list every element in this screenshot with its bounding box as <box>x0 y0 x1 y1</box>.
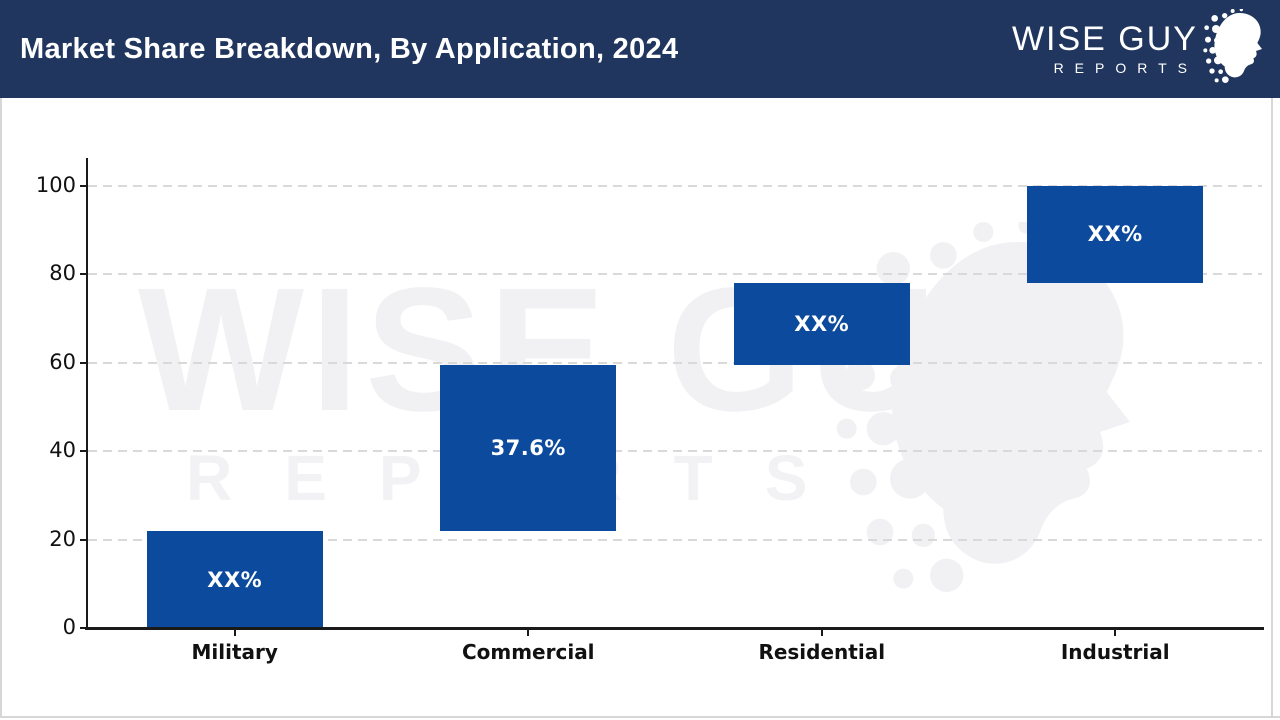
x-tick-mark-military <box>233 628 236 636</box>
bar-value-label-commercial: 37.6% <box>490 436 566 461</box>
header: Market Share Breakdown, By Application, … <box>0 0 1280 98</box>
bar-value-label-military: XX% <box>207 567 263 592</box>
gridline-80 <box>88 273 1262 276</box>
y-tick-label-20: 20 <box>49 526 76 551</box>
y-tick-mark-100 <box>80 185 88 187</box>
wise-guy-reports-logo: WISE GUY REPORTS <box>1012 9 1270 89</box>
x-axis-line <box>85 627 1264 630</box>
x-tick-mark-residential <box>820 628 823 636</box>
y-tick-label-80: 80 <box>49 261 76 286</box>
y-tick-label-60: 60 <box>49 349 76 374</box>
y-tick-mark-0 <box>80 627 88 629</box>
x-tick-mark-industrial <box>1114 628 1117 636</box>
logo-text: WISE GUY REPORTS <box>1011 20 1198 76</box>
gridline-40 <box>88 450 1262 453</box>
x-tick-label-industrial: Industrial <box>1060 640 1170 664</box>
gridline-20 <box>88 538 1262 541</box>
y-axis-line <box>86 158 88 630</box>
y-tick-mark-40 <box>80 450 88 453</box>
bar-industrial: XX% <box>1027 186 1204 283</box>
head-profile-icon <box>1203 9 1262 83</box>
y-tick-mark-80 <box>80 273 88 276</box>
y-tick-mark-60 <box>80 361 88 364</box>
x-tick-mark-commercial <box>527 628 530 636</box>
gridline-100 <box>88 185 1262 187</box>
logo-subtitle: REPORTS <box>1053 59 1198 76</box>
bottom-edge-line <box>0 716 1280 718</box>
gridline-60 <box>88 361 1262 364</box>
bar-residential: XX% <box>733 282 910 365</box>
y-tick-label-0: 0 <box>62 615 76 639</box>
logo-wordmark: WISE GUY <box>1011 20 1198 59</box>
bar-commercial: 37.6% <box>440 365 617 532</box>
bar-military: XX% <box>146 531 323 628</box>
x-tick-label-residential: Residential <box>758 640 886 664</box>
x-tick-label-commercial: Commercial <box>461 640 595 664</box>
left-edge-line <box>0 98 2 718</box>
y-tick-label-40: 40 <box>49 438 76 463</box>
right-edge-line <box>1271 98 1273 718</box>
bar-value-label-industrial: XX% <box>1087 222 1143 247</box>
y-tick-label-100: 100 <box>35 173 76 197</box>
bar-value-label-residential: XX% <box>794 311 850 336</box>
y-tick-mark-20 <box>80 538 88 541</box>
x-tick-label-military: Military <box>191 640 278 664</box>
page-title: Market Share Breakdown, By Application, … <box>20 32 679 65</box>
